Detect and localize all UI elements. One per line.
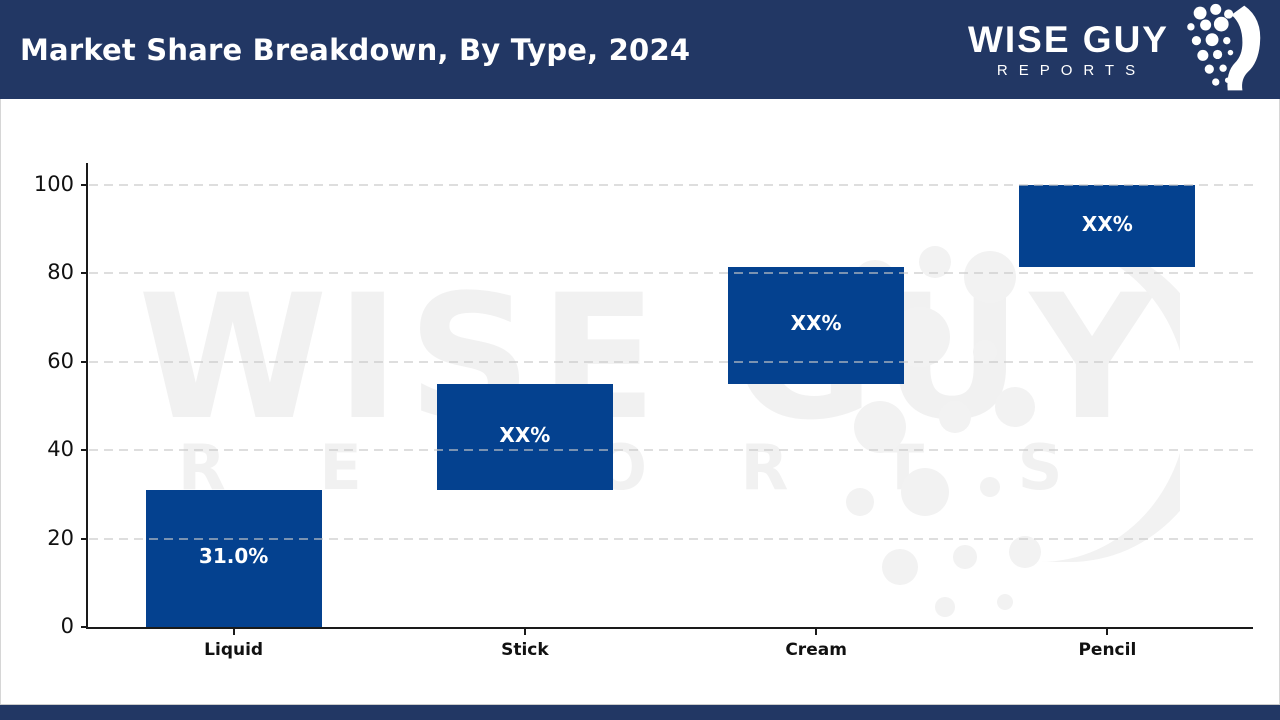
x-tick-mark [815, 629, 818, 635]
x-tick-mark [1106, 629, 1109, 635]
y-tick-mark [81, 360, 88, 363]
x-tick-mark [232, 629, 235, 635]
bar-label: XX% [499, 422, 551, 447]
y-tick-label: 0 [60, 614, 74, 638]
category-label: Pencil [1078, 640, 1137, 660]
x-axis-line [86, 627, 1253, 629]
gridline [89, 360, 1253, 363]
y-tick-label: 60 [47, 348, 74, 373]
bar-label: XX% [1081, 211, 1133, 236]
bar-label: XX% [790, 311, 842, 336]
category-label: Liquid [204, 640, 264, 660]
gridline [89, 184, 1253, 186]
brand-subname: REPORTS [996, 61, 1147, 79]
category-label: Stick [501, 640, 549, 660]
y-tick-mark [81, 537, 88, 540]
bar-cream [728, 266, 905, 384]
gridline [89, 449, 1253, 452]
head-dots-icon [1171, 2, 1266, 98]
page-title: Market Share Breakdown, By Type, 2024 [20, 32, 691, 67]
y-axis-line [86, 162, 88, 629]
bar-label: 31.0% [198, 544, 269, 569]
header-bar: Market Share Breakdown, By Type, 2024 WI… [0, 0, 1280, 99]
bar-stick [436, 383, 613, 490]
y-tick-label: 40 [47, 437, 74, 462]
plot-area: 0 20 40 60 80 100 31.0% Liquid XX% Stick XX% Cream X… [0, 99, 1280, 705]
y-tick-label: 80 [47, 260, 74, 285]
brand-logo: WISE GUY REPORTS [967, 2, 1266, 98]
gridline [89, 272, 1253, 275]
brand-name: WISE GUY [967, 19, 1169, 61]
brand-logo-text: WISE GUY REPORTS [967, 19, 1169, 79]
x-tick-mark [523, 629, 526, 635]
gridline [89, 537, 1253, 540]
y-tick-label: 100 [33, 172, 74, 196]
y-tick-mark [81, 449, 88, 452]
y-tick-mark [81, 272, 88, 275]
bar-liquid [145, 489, 322, 627]
y-tick-mark [81, 184, 88, 186]
category-label: Cream [785, 640, 847, 660]
y-tick-mark [81, 626, 88, 628]
bar-pencil [1019, 185, 1196, 267]
y-tick-label: 20 [47, 525, 74, 550]
footer-bar [0, 704, 1280, 720]
